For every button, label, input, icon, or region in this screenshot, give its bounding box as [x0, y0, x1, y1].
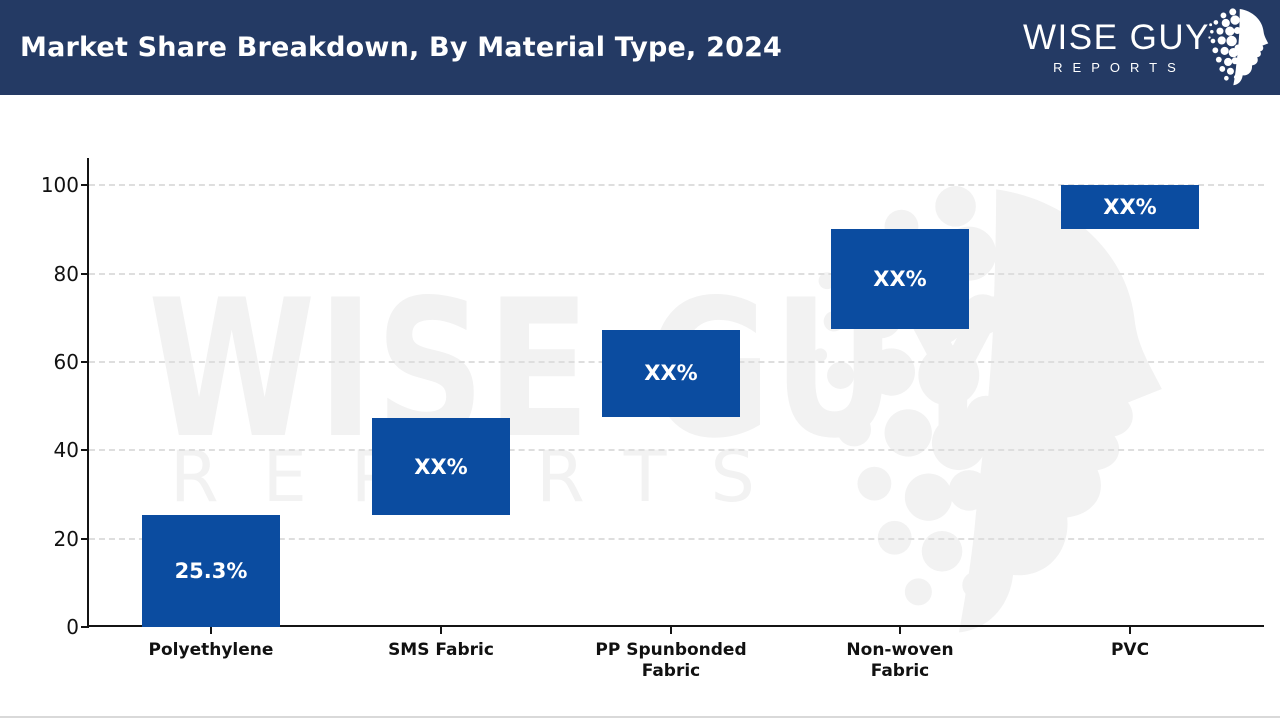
- y-tick-label: 60: [53, 349, 79, 374]
- gridline: [89, 537, 1264, 540]
- y-tick-mark: [81, 626, 89, 628]
- category-label: PP Spunbonded Fabric: [595, 640, 747, 681]
- category-label: Polyethylene: [148, 640, 274, 660]
- bar-value-label: XX%: [414, 454, 468, 479]
- y-tick-mark: [81, 272, 89, 275]
- bar-value-label: XX%: [1103, 195, 1157, 220]
- bar-value-label: XX%: [644, 361, 698, 386]
- brand-name: WISE GUY: [1022, 18, 1210, 57]
- y-tick-mark: [81, 449, 89, 452]
- report-header: Market Share Breakdown, By Material Type…: [0, 0, 1280, 95]
- bar-segment: XX%: [602, 329, 740, 418]
- gridline: [89, 272, 1264, 275]
- brand-head-icon: [1208, 7, 1269, 85]
- bar-segment: 25.3%: [142, 515, 280, 627]
- y-axis-line: [87, 158, 89, 627]
- gridline: [89, 184, 1264, 187]
- bar-segment: XX%: [831, 229, 969, 329]
- category-label: PVC: [1110, 640, 1150, 660]
- y-tick-label: 80: [53, 261, 79, 286]
- bottom-divider: [0, 716, 1280, 718]
- x-tick-mark: [899, 627, 901, 634]
- y-tick-label: 40: [53, 438, 79, 463]
- bar-value-label: XX%: [873, 267, 927, 292]
- y-tick-mark: [81, 184, 89, 187]
- bar-segment: XX%: [1061, 185, 1199, 230]
- gridline: [89, 449, 1264, 452]
- x-tick-mark: [670, 627, 672, 634]
- category-label: Non-woven Fabric: [846, 640, 954, 681]
- y-tick-label: 0: [66, 615, 79, 639]
- y-tick-label: 20: [53, 526, 79, 551]
- y-tick-mark: [81, 537, 89, 540]
- brand-logo: WISE GUY REPORTS: [1023, 7, 1270, 89]
- x-tick-mark: [1129, 627, 1131, 634]
- brand-wordmark: WISE GUY REPORTS: [1023, 20, 1210, 75]
- page-title: Market Share Breakdown, By Material Type…: [20, 32, 783, 63]
- x-tick-mark: [440, 627, 442, 634]
- brand-subname: REPORTS: [1053, 60, 1186, 75]
- y-tick-mark: [81, 360, 89, 363]
- x-tick-mark: [210, 627, 212, 634]
- bar-value-label: 25.3%: [174, 559, 248, 584]
- y-tick-label: 100: [40, 173, 79, 198]
- category-label: SMS Fabric: [388, 640, 494, 660]
- bar-segment: XX%: [372, 418, 510, 516]
- x-axis-line: [87, 625, 1264, 627]
